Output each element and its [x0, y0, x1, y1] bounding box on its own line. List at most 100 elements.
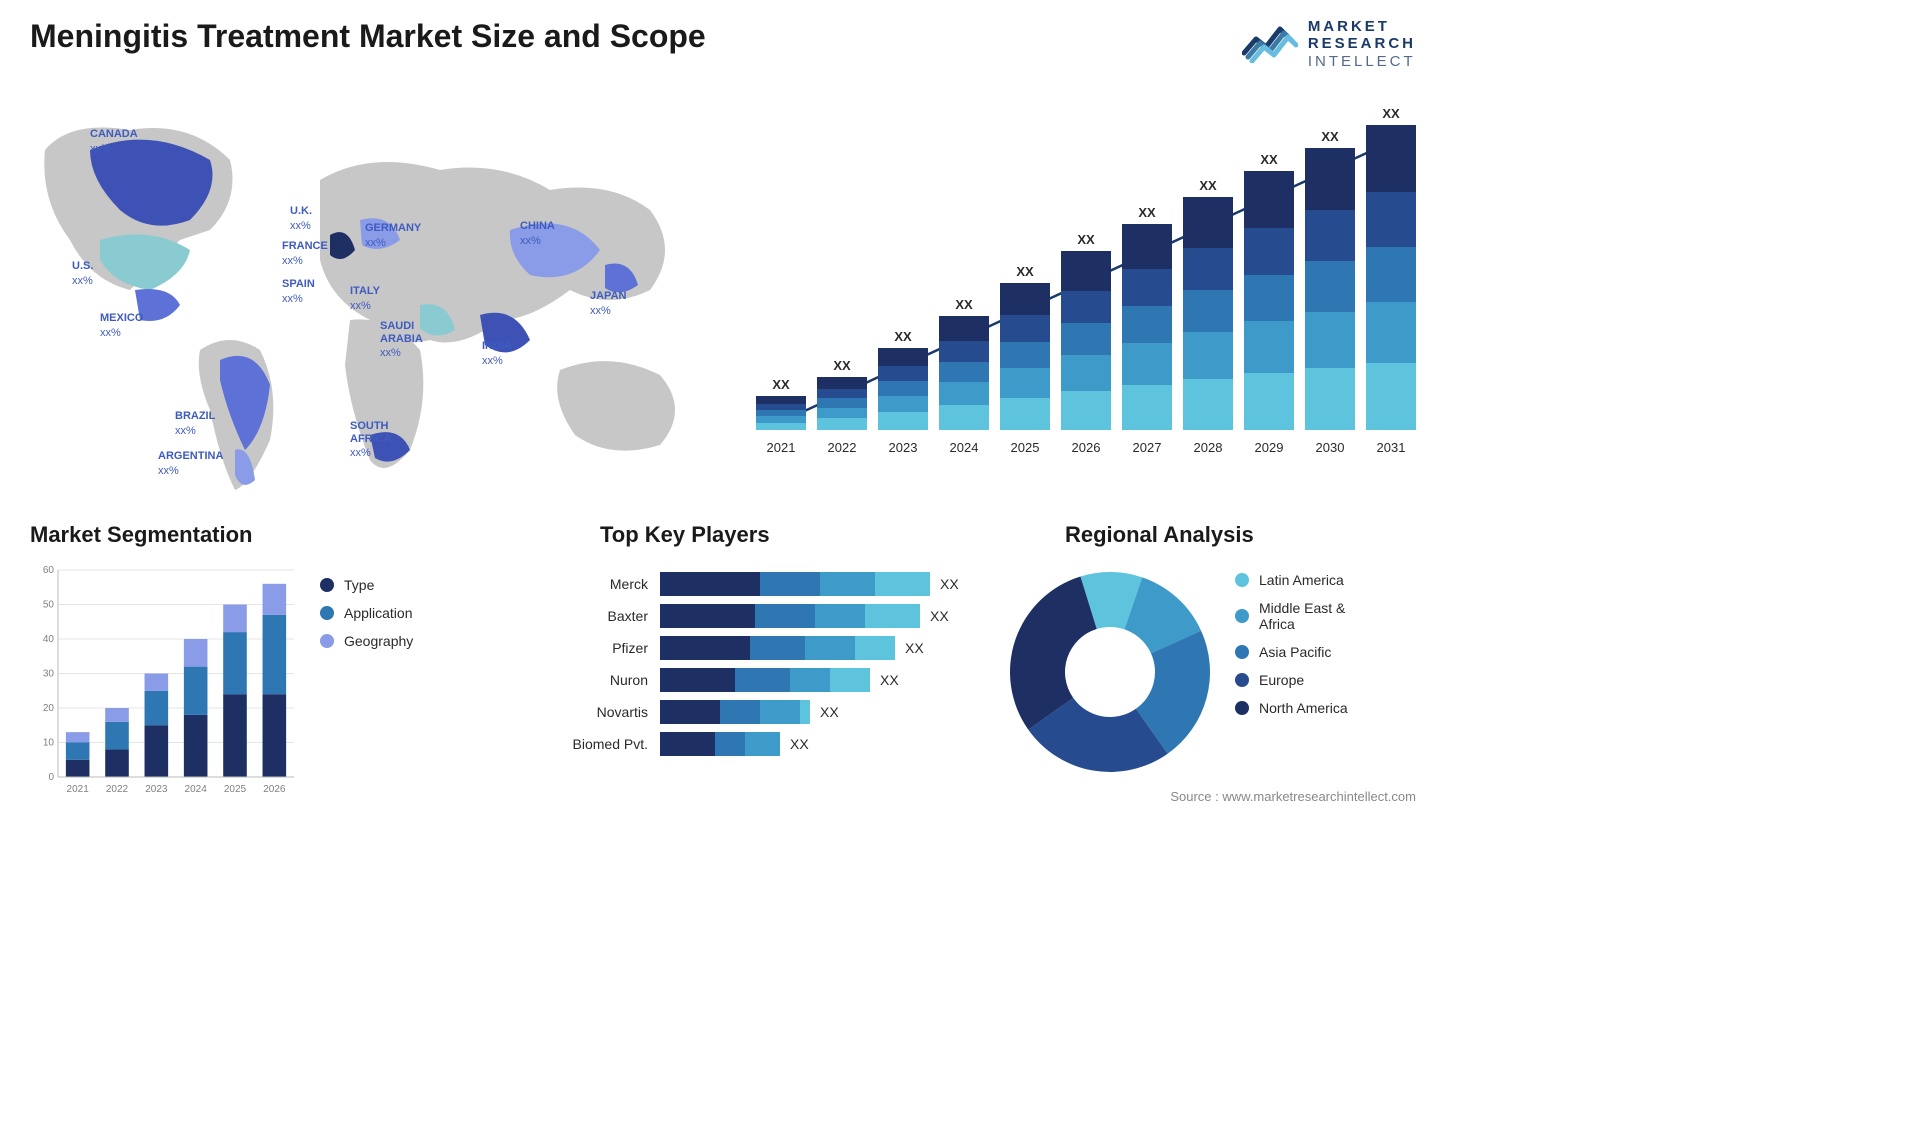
legend-item: North America [1235, 700, 1348, 716]
forecast-bar: XX [939, 297, 989, 430]
player-row: Baxter XX [540, 604, 980, 628]
brand-logo: MARKET RESEARCH INTELLECT [1242, 18, 1416, 70]
country-label: CANADAxx% [90, 128, 138, 155]
forecast-bar: XX [1122, 205, 1172, 430]
country-label: GERMANYxx% [365, 222, 421, 249]
page-title: Meningitis Treatment Market Size and Sco… [30, 18, 706, 55]
player-bar [660, 700, 810, 724]
brand-logo-icon [1242, 19, 1298, 68]
svg-text:2024: 2024 [185, 784, 208, 795]
country-label: SAUDIARABIAxx% [380, 320, 423, 360]
forecast-bar: XX [1061, 232, 1111, 430]
country-label: U.S.xx% [72, 260, 93, 287]
player-row: Novartis XX [540, 700, 980, 724]
forecast-bar-chart: XXXXXXXXXXXXXXXXXXXXXX 20212022202320242… [756, 115, 1416, 480]
player-name: Novartis [540, 704, 660, 720]
player-row: Pfizer XX [540, 636, 980, 660]
svg-text:60: 60 [43, 565, 55, 576]
bar-value-label: XX [833, 358, 850, 373]
country-label: CHINAxx% [520, 220, 555, 247]
player-name: Baxter [540, 608, 660, 624]
svg-text:2025: 2025 [224, 784, 247, 795]
bar-value-label: XX [1382, 106, 1399, 121]
legend-item: Latin America [1235, 572, 1348, 588]
segmentation-chart: 0 10 20 30 40 50 60 2021 2022 2023 2024 2025 2026 [30, 562, 300, 797]
bar-value-label: XX [1260, 152, 1277, 167]
legend-item: Middle East &Africa [1235, 600, 1348, 632]
player-row: Nuron XX [540, 668, 980, 692]
source-attribution: Source : www.marketresearchintellect.com [1170, 789, 1416, 804]
bar-x-tick: 2025 [1000, 440, 1050, 455]
bar-value-label: XX [1321, 129, 1338, 144]
country-label: ITALYxx% [350, 285, 380, 312]
svg-text:40: 40 [43, 634, 55, 645]
bar-x-tick: 2031 [1366, 440, 1416, 455]
legend-item: Application [320, 605, 413, 621]
bar-x-tick: 2030 [1305, 440, 1355, 455]
bar-x-tick: 2021 [756, 440, 806, 455]
country-label: MEXICOxx% [100, 312, 143, 339]
forecast-bar: XX [817, 358, 867, 430]
country-label: JAPANxx% [590, 290, 626, 317]
bar-x-tick: 2026 [1061, 440, 1111, 455]
player-row: Biomed Pvt.XX [540, 732, 980, 756]
player-value-label: XX [930, 608, 949, 624]
forecast-bar: XX [1366, 106, 1416, 430]
player-bar [660, 732, 780, 756]
bar-value-label: XX [1077, 232, 1094, 247]
player-bar [660, 572, 930, 596]
forecast-bar: XX [1305, 129, 1355, 430]
svg-text:20: 20 [43, 703, 55, 714]
player-value-label: XX [820, 704, 839, 720]
player-value-label: XX [905, 640, 924, 656]
forecast-bar: XX [1244, 152, 1294, 430]
world-map-panel: CANADAxx% U.S.xx% MEXICOxx% BRAZILxx% ARGENT… [30, 90, 730, 500]
svg-text:2026: 2026 [263, 784, 286, 795]
svg-text:2021: 2021 [67, 784, 90, 795]
bar-value-label: XX [1138, 205, 1155, 220]
svg-text:30: 30 [43, 669, 55, 680]
regional-donut-chart [1005, 567, 1215, 777]
player-value-label: XX [880, 672, 899, 688]
country-label: BRAZILxx% [175, 410, 215, 437]
bar-x-tick: 2027 [1122, 440, 1172, 455]
player-name: Pfizer [540, 640, 660, 656]
svg-text:50: 50 [43, 600, 55, 611]
key-players-chart: Merck XX Baxter XX Pfizer XX Nuron XX Novartis XX… [540, 572, 980, 764]
country-label: INDIAxx% [482, 340, 512, 367]
legend-item: Type [320, 577, 413, 593]
legend-item: Europe [1235, 672, 1348, 688]
bar-x-tick: 2024 [939, 440, 989, 455]
bar-value-label: XX [772, 377, 789, 392]
regional-legend: Latin America Middle East &Africa Asia Pac… [1235, 572, 1348, 728]
key-players-title: Top Key Players [600, 522, 770, 548]
svg-text:10: 10 [43, 738, 55, 749]
bar-value-label: XX [1199, 178, 1216, 193]
player-name: Nuron [540, 672, 660, 688]
svg-text:2022: 2022 [106, 784, 129, 795]
player-bar [660, 604, 920, 628]
segmentation-title: Market Segmentation [30, 522, 253, 548]
forecast-bar: XX [1000, 264, 1050, 430]
forecast-bar: XX [756, 377, 806, 430]
legend-item: Asia Pacific [1235, 644, 1348, 660]
svg-text:2023: 2023 [145, 784, 168, 795]
player-bar [660, 636, 895, 660]
legend-item: Geography [320, 633, 413, 649]
bar-value-label: XX [894, 329, 911, 344]
player-name: Merck [540, 576, 660, 592]
country-label: ARGENTINAxx% [158, 450, 223, 477]
forecast-bar: XX [878, 329, 928, 430]
country-label: FRANCExx% [282, 240, 328, 267]
segmentation-legend: Type Application Geography [320, 577, 413, 661]
forecast-bar: XX [1183, 178, 1233, 430]
bar-x-tick: 2028 [1183, 440, 1233, 455]
country-label: SOUTHAFRICAxx% [350, 420, 392, 460]
bar-value-label: XX [955, 297, 972, 312]
player-value-label: XX [940, 576, 959, 592]
player-row: Merck XX [540, 572, 980, 596]
player-value-label: XX [790, 736, 809, 752]
svg-text:0: 0 [48, 772, 54, 783]
bar-x-tick: 2023 [878, 440, 928, 455]
country-label: U.K.xx% [290, 205, 312, 232]
